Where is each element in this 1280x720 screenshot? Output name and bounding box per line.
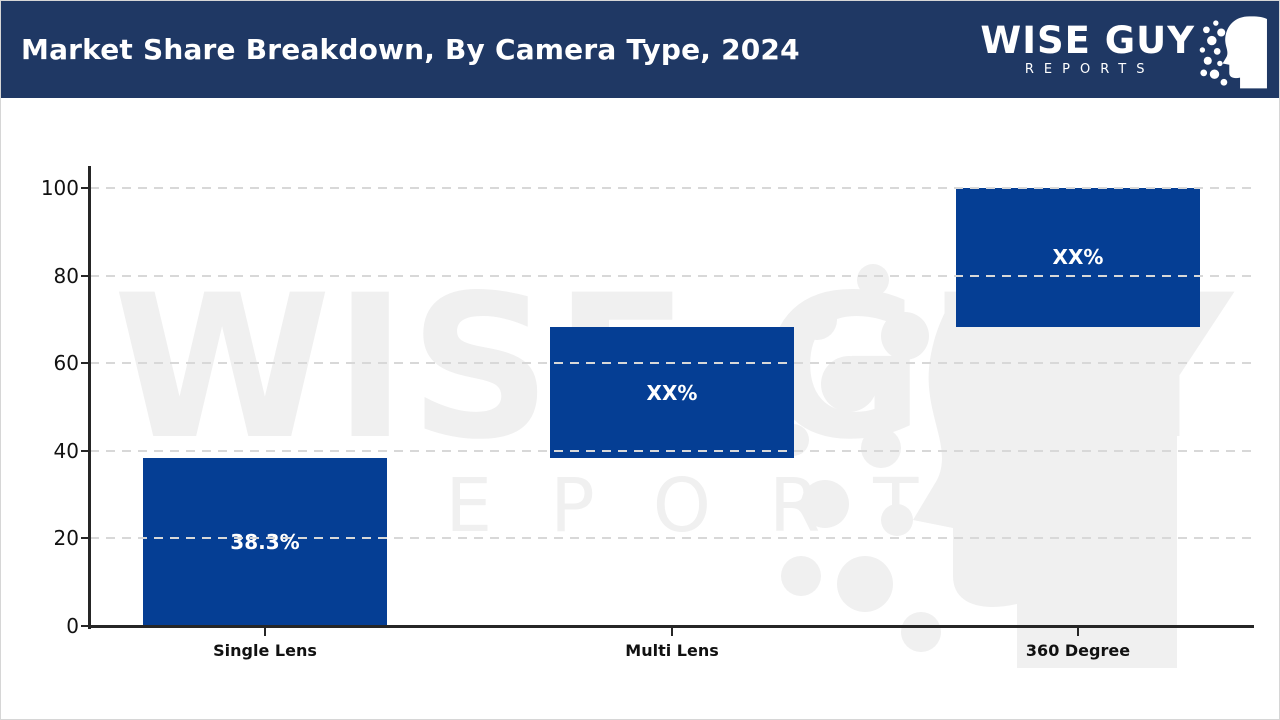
page-title: Market Share Breakdown, By Camera Type, … <box>21 33 800 66</box>
x-axis-line <box>88 625 1254 628</box>
y-tick-label: 80 <box>53 263 79 288</box>
brand-subtitle: REPORTS <box>1024 62 1155 77</box>
gridline <box>90 537 1254 540</box>
y-axis-tick <box>81 537 90 540</box>
bar-value-label: 38.3% <box>230 530 300 555</box>
brand-text: WISE GUY REPORTS <box>980 22 1195 77</box>
gridline <box>90 274 1254 277</box>
header-bar: Market Share Breakdown, By Camera Type, … <box>1 1 1279 98</box>
bar-360-degree: XX% <box>956 188 1200 327</box>
x-axis-tick <box>264 628 266 636</box>
y-axis-tick <box>81 274 90 277</box>
y-axis-tick <box>81 625 90 627</box>
y-tick-label: 100 <box>40 176 79 200</box>
bar-single-lens: 38.3% <box>143 458 387 626</box>
y-tick-label: 60 <box>53 351 79 376</box>
brand-logo: WISE GUY REPORTS <box>980 6 1271 94</box>
gridline <box>90 187 1254 189</box>
bar-value-label: XX% <box>1052 245 1104 270</box>
brand-name: WISE GUY <box>980 19 1195 62</box>
y-tick-label: 0 <box>66 614 79 638</box>
bar-multi-lens: XX% <box>550 326 794 459</box>
brand-head-icon <box>1199 15 1267 88</box>
x-axis-tick <box>1077 628 1079 636</box>
y-axis-tick <box>81 362 90 365</box>
y-tick-label: 20 <box>53 526 79 551</box>
gridline <box>90 362 1254 365</box>
y-axis-tick <box>81 187 90 189</box>
y-axis-tick <box>81 449 90 452</box>
gridline <box>90 449 1254 452</box>
watermark-head-icon <box>777 240 1177 668</box>
y-axis-line <box>88 166 91 629</box>
y-tick-label: 40 <box>53 438 79 463</box>
x-tick-label: Single Lens <box>213 641 317 660</box>
bar-value-label: XX% <box>646 380 698 405</box>
x-tick-label: Multi Lens <box>625 641 719 660</box>
x-tick-label: 360 Degree <box>1025 641 1131 660</box>
x-axis-tick <box>671 628 673 636</box>
